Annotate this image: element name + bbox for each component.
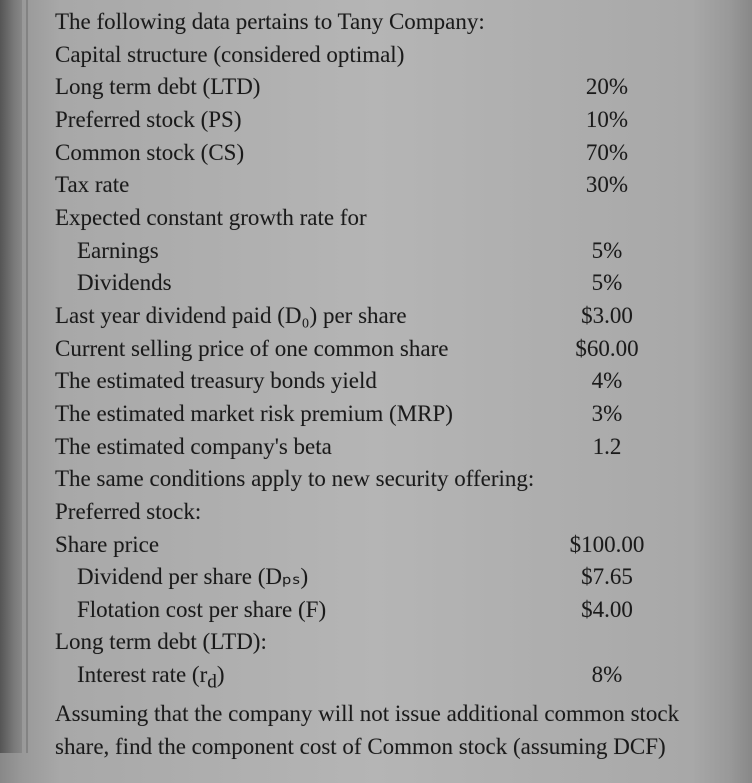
mrp-value: 3% xyxy=(512,398,722,431)
row-price: Current selling price of one common shar… xyxy=(55,333,722,366)
beta-value: 1.2 xyxy=(512,431,722,464)
intro-line: The following data pertains to Tany Comp… xyxy=(55,6,722,39)
tbond-label: The estimated treasury bonds yield xyxy=(55,365,512,398)
price-value: $60.00 xyxy=(512,333,722,366)
rd-value: 8% xyxy=(512,659,722,692)
new-security-heading: The same conditions apply to new securit… xyxy=(55,463,722,496)
rd-label: Interest rate (rd) xyxy=(55,659,512,696)
row-dividends: Dividends 5% xyxy=(55,267,722,300)
row-share-price: Share price $100.00 xyxy=(55,529,722,562)
cs-label: Common stock (CS) xyxy=(55,137,512,170)
ltd-value: 20% xyxy=(512,71,722,104)
footer-question: Assuming that the company will not issue… xyxy=(55,698,722,763)
ps-value: 10% xyxy=(512,104,722,137)
dps-label: Dividend per share (Dₚₛ) xyxy=(55,561,512,594)
dps-value: $7.65 xyxy=(512,561,722,594)
growth-heading: Expected constant growth rate for xyxy=(55,202,722,235)
document-page: The following data pertains to Tany Comp… xyxy=(0,0,752,783)
dividends-value: 5% xyxy=(512,267,722,300)
tax-value: 30% xyxy=(512,169,722,202)
tax-label: Tax rate xyxy=(55,169,512,202)
d0-label: Last year dividend paid (D₀) per share xyxy=(55,300,512,333)
row-flotation: Flotation cost per share (F) $4.00 xyxy=(55,594,722,627)
share-price-label: Share price xyxy=(55,529,512,562)
row-earnings: Earnings 5% xyxy=(55,235,722,268)
preferred-stock-heading: Preferred stock: xyxy=(55,496,722,529)
row-ltd: Long term debt (LTD) 20% xyxy=(55,71,722,104)
earnings-value: 5% xyxy=(512,235,722,268)
share-price-value: $100.00 xyxy=(512,529,722,562)
flot-value: $4.00 xyxy=(512,594,722,627)
row-beta: The estimated company's beta 1.2 xyxy=(55,431,722,464)
ps-label: Preferred stock (PS) xyxy=(55,104,512,137)
tbond-value: 4% xyxy=(512,365,722,398)
price-label: Current selling price of one common shar… xyxy=(55,333,512,366)
page-left-edge xyxy=(0,0,22,753)
row-d0: Last year dividend paid (D₀) per share $… xyxy=(55,300,722,333)
beta-label: The estimated company's beta xyxy=(55,431,512,464)
page-gutter-line xyxy=(26,0,28,753)
capital-structure-heading: Capital structure (considered optimal) xyxy=(55,39,722,72)
d0-value: $3.00 xyxy=(512,300,722,333)
ltd2-heading: Long term debt (LTD): xyxy=(55,626,722,659)
earnings-label: Earnings xyxy=(55,235,512,268)
mrp-label: The estimated market risk premium (MRP) xyxy=(55,398,512,431)
row-rd: Interest rate (rd) 8% xyxy=(55,659,722,696)
row-ps: Preferred stock (PS) 10% xyxy=(55,104,722,137)
row-dps: Dividend per share (Dₚₛ) $7.65 xyxy=(55,561,722,594)
row-tax: Tax rate 30% xyxy=(55,169,722,202)
cs-value: 70% xyxy=(512,137,722,170)
row-mrp: The estimated market risk premium (MRP) … xyxy=(55,398,722,431)
row-tbond: The estimated treasury bonds yield 4% xyxy=(55,365,722,398)
ltd-label: Long term debt (LTD) xyxy=(55,71,512,104)
row-cs: Common stock (CS) 70% xyxy=(55,137,722,170)
dividends-label: Dividends xyxy=(55,267,512,300)
flot-label: Flotation cost per share (F) xyxy=(55,594,512,627)
